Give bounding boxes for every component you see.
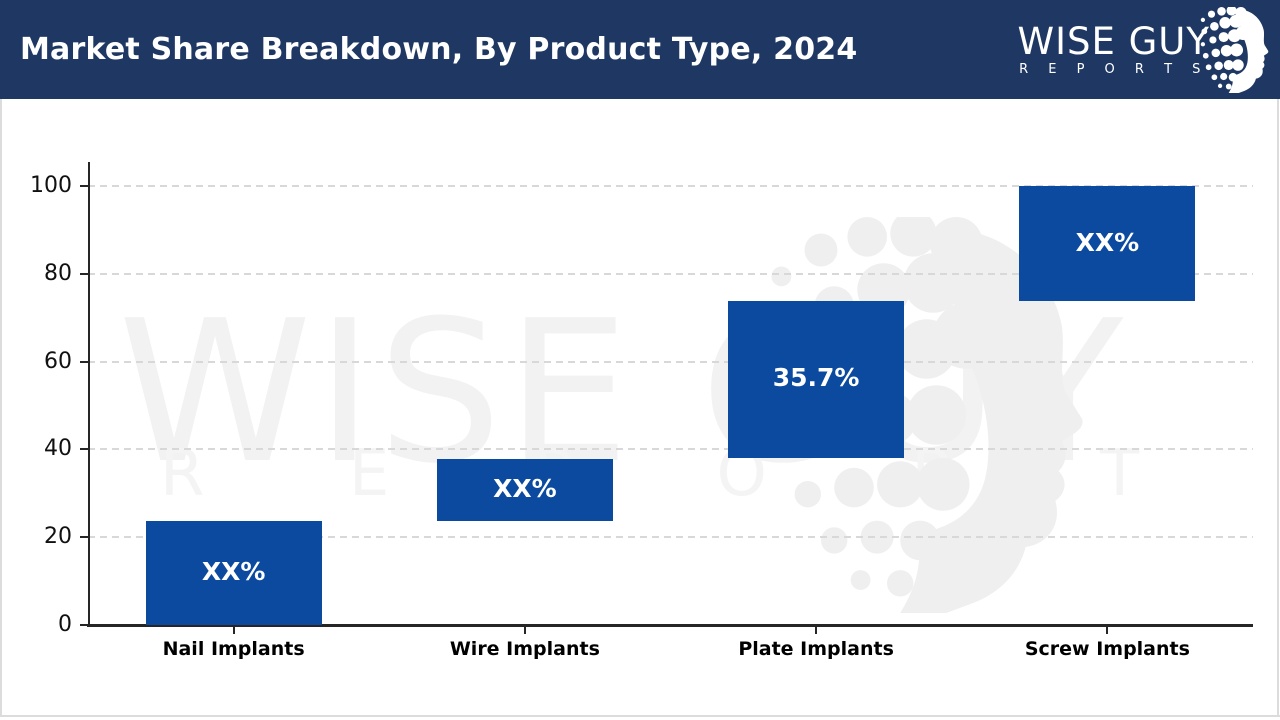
y-tick-label: 0 bbox=[58, 612, 72, 637]
bar-wire-implants bbox=[436, 458, 613, 522]
y-tick-mark bbox=[80, 536, 88, 539]
logo-wordmark: WISE GUY bbox=[1017, 19, 1210, 63]
y-tick-label: 80 bbox=[44, 260, 72, 286]
wiseguy-logo: WISE GUY R E P O R T S bbox=[1018, 6, 1270, 94]
bar-value-label: XX% bbox=[201, 557, 266, 587]
x-tick-mark bbox=[815, 625, 818, 634]
bar-value-label: XX% bbox=[493, 474, 557, 503]
left-border-line bbox=[0, 99, 2, 717]
x-tick-mark bbox=[232, 625, 235, 634]
x-tick-label: Nail Implants bbox=[162, 638, 305, 660]
logo-reports-text: R E P O R T S bbox=[1019, 62, 1209, 78]
x-tick-label: Screw Implants bbox=[1024, 638, 1190, 660]
y-tick-label: 20 bbox=[44, 524, 72, 550]
page-title: Market Share Breakdown, By Product Type,… bbox=[20, 32, 858, 67]
bar-value-label: 35.7% bbox=[772, 363, 860, 393]
bar-nail-implants bbox=[145, 521, 322, 625]
gridline-60 bbox=[88, 360, 1253, 363]
gridline-40 bbox=[88, 448, 1253, 451]
y-tick-mark bbox=[80, 272, 88, 275]
x-tick-label: Plate Implants bbox=[738, 638, 894, 660]
header: Market Share Breakdown, By Product Type,… bbox=[0, 0, 1280, 99]
gridline-20 bbox=[88, 536, 1253, 539]
y-tick-mark bbox=[80, 624, 88, 626]
y-tick-mark bbox=[80, 360, 88, 363]
bottom-border-line bbox=[0, 715, 1280, 717]
y-tick-label: 40 bbox=[44, 436, 72, 462]
wiseguy-logo-text: WISE GUY R E P O R T S bbox=[1017, 19, 1210, 78]
y-tick-mark bbox=[80, 185, 88, 187]
y-tick-label: 60 bbox=[44, 348, 72, 374]
x-tick-label: Wire Implants bbox=[449, 638, 600, 660]
bar-plate-implants bbox=[728, 301, 905, 458]
bar-value-label: XX% bbox=[1075, 227, 1140, 257]
x-axis-spine bbox=[87, 624, 1253, 627]
x-tick-mark bbox=[1106, 625, 1109, 634]
y-axis-spine bbox=[88, 162, 90, 627]
y-tick-mark bbox=[80, 448, 88, 451]
y-tick-label: 100 bbox=[30, 173, 72, 198]
gridline-100 bbox=[88, 185, 1253, 187]
gridline-80 bbox=[88, 272, 1253, 275]
bar-screw-implants bbox=[1019, 186, 1196, 302]
right-border-line bbox=[1277, 99, 1279, 717]
x-tick-mark bbox=[523, 625, 526, 634]
